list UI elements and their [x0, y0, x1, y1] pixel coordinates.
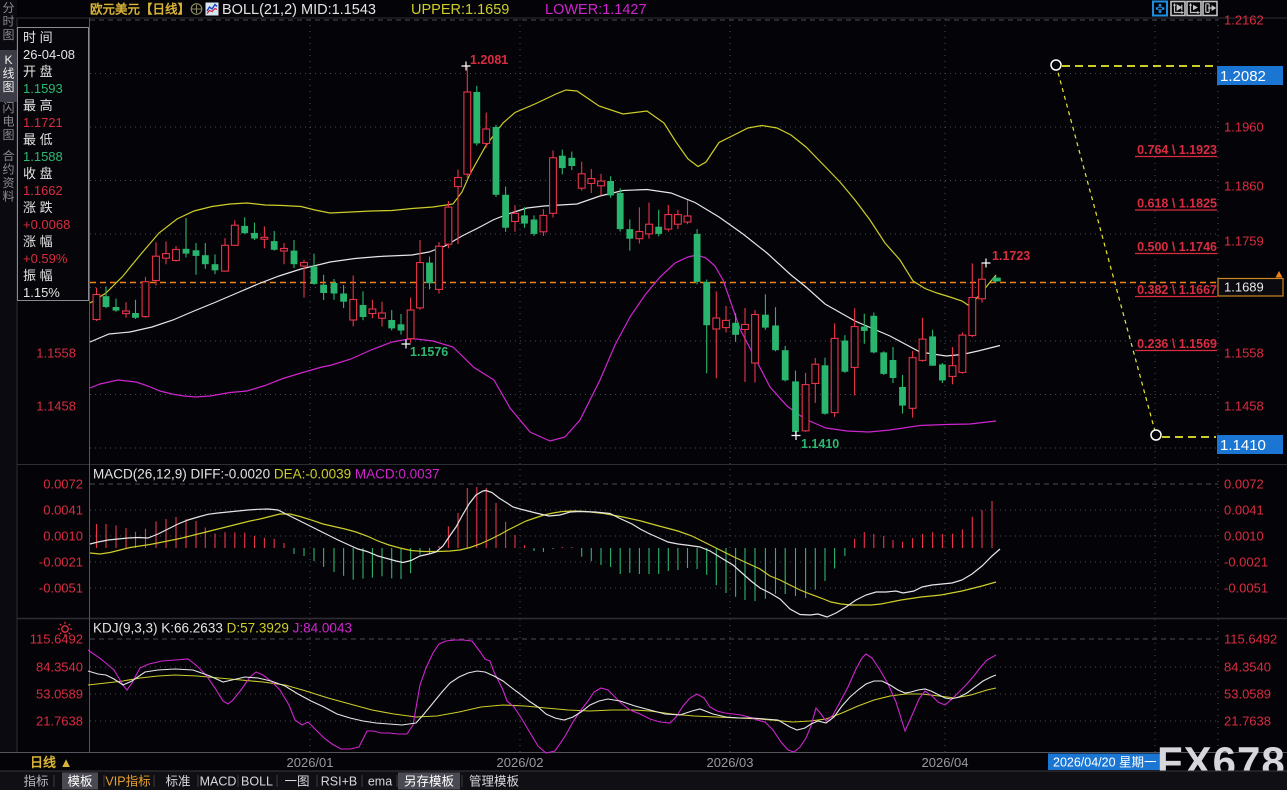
svg-text:电: 电: [2, 115, 14, 129]
svg-text:闪: 闪: [2, 101, 14, 115]
svg-text:1.1662: 1.1662: [23, 183, 63, 198]
svg-text:MACD: MACD: [200, 775, 237, 789]
svg-text:BOLL: BOLL: [241, 775, 273, 789]
svg-text:1.1458: 1.1458: [36, 399, 76, 414]
svg-text:MACD(26,12,9) DIFF:-0.0020 DE: MACD(26,12,9) DIFF:-0.0020 DEA:-0.0039 M…: [93, 467, 440, 482]
svg-text:1.1689: 1.1689: [1224, 280, 1264, 295]
svg-text:1.1759: 1.1759: [1224, 234, 1264, 249]
svg-text:日线 ▲: 日线 ▲: [30, 755, 72, 770]
svg-text:2026/01: 2026/01: [287, 755, 334, 770]
svg-text:ema: ema: [368, 775, 392, 789]
svg-text:分: 分: [2, 1, 14, 15]
svg-text:+0.0068: +0.0068: [23, 217, 70, 232]
svg-text:0.382 \ 1.1667: 0.382 \ 1.1667: [1137, 283, 1217, 297]
svg-text:-0.0051: -0.0051: [1224, 581, 1268, 596]
svg-text:合: 合: [2, 148, 14, 163]
svg-text:-0.0051: -0.0051: [39, 581, 83, 596]
svg-text:收 盘: 收 盘: [23, 166, 53, 181]
svg-text:0.764 \ 1.1923: 0.764 \ 1.1923: [1137, 143, 1217, 157]
svg-text:1.1723: 1.1723: [992, 249, 1030, 263]
svg-text:1.15%: 1.15%: [23, 285, 60, 300]
svg-text:2026/04: 2026/04: [922, 755, 969, 770]
svg-text:-0.0021: -0.0021: [1224, 555, 1268, 570]
svg-text:线: 线: [2, 67, 14, 81]
svg-text:1.1721: 1.1721: [23, 115, 63, 130]
svg-text:0.0072: 0.0072: [43, 477, 83, 492]
svg-text:时 间: 时 间: [23, 30, 53, 45]
svg-text:0.500 \ 1.1746: 0.500 \ 1.1746: [1137, 240, 1217, 254]
svg-text:1.2162: 1.2162: [1224, 13, 1264, 28]
svg-text:1.1410: 1.1410: [1220, 437, 1266, 454]
svg-text:84.3540: 84.3540: [1224, 660, 1271, 675]
svg-text:21.7638: 21.7638: [1224, 714, 1271, 729]
svg-text:1.1458: 1.1458: [1224, 399, 1264, 414]
svg-text:资: 资: [2, 176, 14, 190]
svg-text:1.1960: 1.1960: [1224, 120, 1264, 135]
svg-text:1.1593: 1.1593: [23, 81, 63, 96]
svg-text:振 幅: 振 幅: [23, 268, 53, 283]
svg-text:115.6492: 115.6492: [1224, 632, 1277, 647]
svg-text:2026/02: 2026/02: [497, 755, 544, 770]
svg-text:管理模板: 管理模板: [469, 774, 520, 789]
svg-text:约: 约: [2, 162, 14, 177]
svg-text:涨 跌: 涨 跌: [23, 200, 53, 215]
svg-text:2026/04/20 星期一: 2026/04/20 星期一: [1053, 756, 1157, 770]
svg-text:53.0589: 53.0589: [36, 687, 83, 702]
svg-text:-0.0021: -0.0021: [39, 555, 83, 570]
svg-text:1.1860: 1.1860: [1224, 179, 1264, 194]
svg-text:最 高: 最 高: [23, 98, 53, 113]
svg-text:0.0010: 0.0010: [43, 529, 83, 544]
svg-text:模板: 模板: [67, 775, 93, 789]
svg-text:指标: 指标: [23, 774, 48, 789]
svg-text:图: 图: [2, 80, 14, 94]
svg-text:53.0589: 53.0589: [1224, 687, 1271, 702]
svg-text:一图: 一图: [284, 775, 309, 789]
svg-text:84.3540: 84.3540: [36, 660, 83, 675]
svg-text:料: 料: [2, 190, 14, 204]
svg-text:1.1410: 1.1410: [801, 437, 839, 451]
svg-text:标准: 标准: [165, 775, 190, 789]
svg-text:0.0072: 0.0072: [1224, 477, 1264, 492]
svg-text:VIP指标: VIP指标: [105, 774, 150, 789]
svg-text:最 低: 最 低: [23, 132, 53, 147]
svg-text:2026/03: 2026/03: [707, 755, 754, 770]
svg-text:21.7638: 21.7638: [36, 714, 83, 729]
svg-text:UPPER:1.1659: UPPER:1.1659: [411, 2, 509, 18]
svg-text:1.1558: 1.1558: [1224, 346, 1264, 361]
svg-text:0.236 \ 1.1569: 0.236 \ 1.1569: [1137, 337, 1217, 351]
svg-text:0.618 \ 1.1825: 0.618 \ 1.1825: [1137, 197, 1217, 211]
svg-text:时: 时: [2, 15, 14, 29]
svg-text:26-04-08: 26-04-08: [23, 47, 75, 62]
svg-text:欧元美元【日线】: 欧元美元【日线】: [90, 2, 190, 17]
svg-text:0.0041: 0.0041: [1224, 503, 1264, 518]
svg-text:1.1576: 1.1576: [410, 345, 448, 359]
svg-text:115.6492: 115.6492: [30, 632, 83, 647]
svg-text:1.1558: 1.1558: [36, 346, 76, 361]
svg-text:K: K: [4, 53, 12, 67]
svg-text:KDJ(9,3,3) K:66.2633 D:57.392: KDJ(9,3,3) K:66.2633 D:57.3929 J:84.0043: [93, 621, 352, 636]
svg-text:涨 幅: 涨 幅: [23, 234, 53, 249]
svg-text:RSI+B: RSI+B: [321, 775, 357, 789]
svg-text:开 盘: 开 盘: [23, 64, 53, 79]
svg-text:BOLL(21,2) MID:1.1543: BOLL(21,2) MID:1.1543: [222, 2, 376, 18]
svg-text:图: 图: [2, 28, 14, 42]
svg-text:0.0010: 0.0010: [1224, 529, 1264, 544]
svg-text:1.2081: 1.2081: [470, 53, 508, 67]
svg-text:图: 图: [2, 128, 14, 142]
svg-text:1.1588: 1.1588: [23, 149, 63, 164]
svg-text:1.2082: 1.2082: [1220, 68, 1266, 85]
svg-text:+0.59%: +0.59%: [23, 251, 68, 266]
svg-text:LOWER:1.1427: LOWER:1.1427: [545, 2, 647, 18]
svg-text:0.0041: 0.0041: [43, 503, 83, 518]
svg-text:另存模板: 另存模板: [404, 775, 455, 789]
